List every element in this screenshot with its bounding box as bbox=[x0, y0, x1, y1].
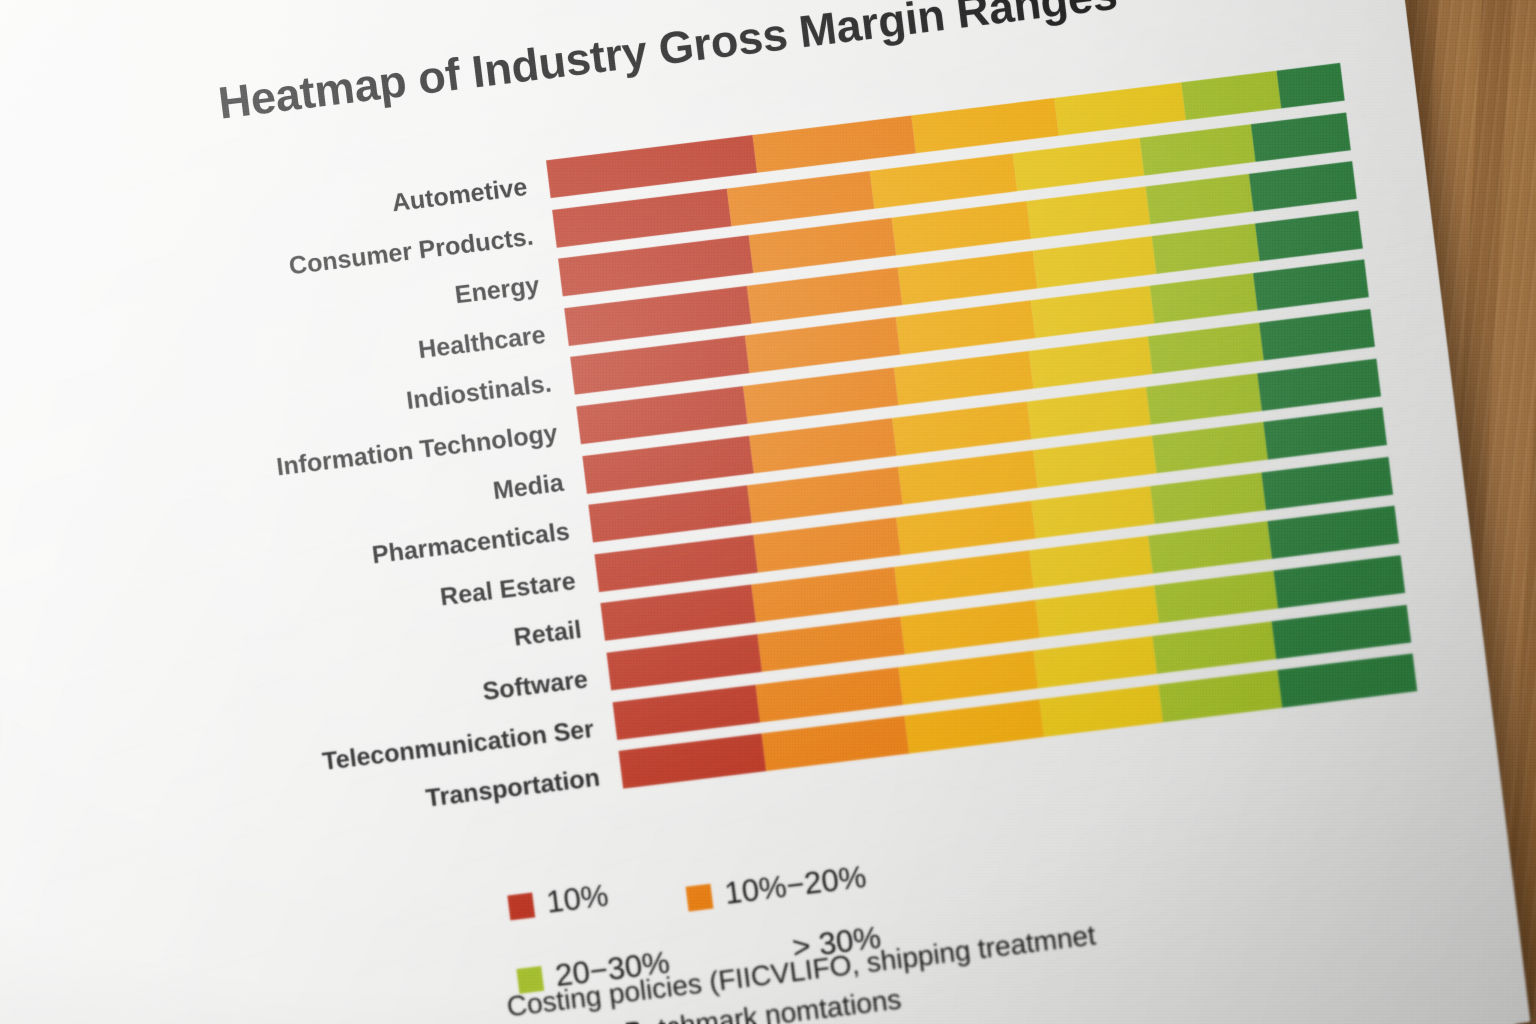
heatmap-plot-area bbox=[546, 62, 1419, 800]
legend-label-0: 10% bbox=[544, 877, 611, 920]
category-axis-labels: Autometive Consumer Products. Energy Health… bbox=[0, 161, 617, 870]
legend-swatch-icon bbox=[507, 892, 536, 920]
heatmap-cell bbox=[752, 115, 916, 173]
heatmap-cell bbox=[1054, 82, 1186, 136]
heatmap-cell bbox=[911, 97, 1059, 154]
heatmap-cell bbox=[1181, 70, 1282, 121]
legend-swatch-icon bbox=[685, 883, 714, 912]
heatmap-cell bbox=[1276, 62, 1345, 109]
legend-item-0: 10% bbox=[507, 877, 611, 925]
